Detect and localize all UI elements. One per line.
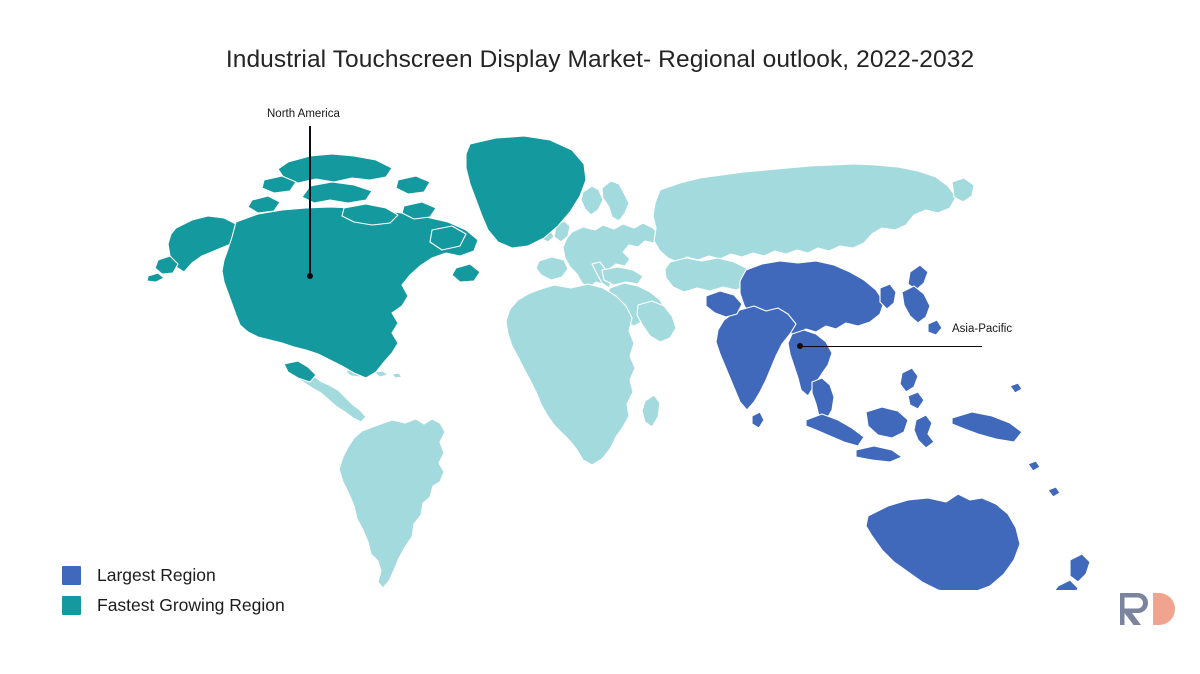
leader-line-north-america	[309, 126, 311, 276]
leader-line-asia-pacific	[800, 345, 982, 348]
region-asia-pacific	[705, 260, 1091, 590]
legend-item-largest-region: Largest Region	[62, 560, 285, 590]
legend-label-largest-region: Largest Region	[97, 564, 216, 585]
region-north-america	[146, 135, 587, 383]
legend-item-fastest-growing-region: Fastest Growing Region	[62, 590, 285, 620]
leader-dot-asia-pacific	[797, 343, 803, 349]
legend-label-fastest-growing-region: Fastest Growing Region	[97, 594, 285, 615]
brand-logo	[1120, 593, 1175, 625]
leader-dot-north-america	[306, 273, 313, 279]
legend-swatch-largest-region	[62, 565, 81, 585]
legend-swatch-fastest-growing-region	[62, 595, 81, 615]
world-map-svg	[146, 135, 1091, 590]
logo-letter-d-icon	[1153, 593, 1175, 625]
annotation-label-asia-pacific: Asia-Pacific	[952, 323, 1013, 335]
annotation-label-north-america: North America	[267, 108, 340, 120]
legend: Largest Region Fastest Growing Region	[62, 560, 285, 620]
world-map-container	[140, 120, 1150, 590]
logo-letter-r-icon	[1120, 593, 1148, 625]
page-title: Industrial Touchscreen Display Market- R…	[225, 46, 975, 73]
region-other	[287, 163, 975, 589]
